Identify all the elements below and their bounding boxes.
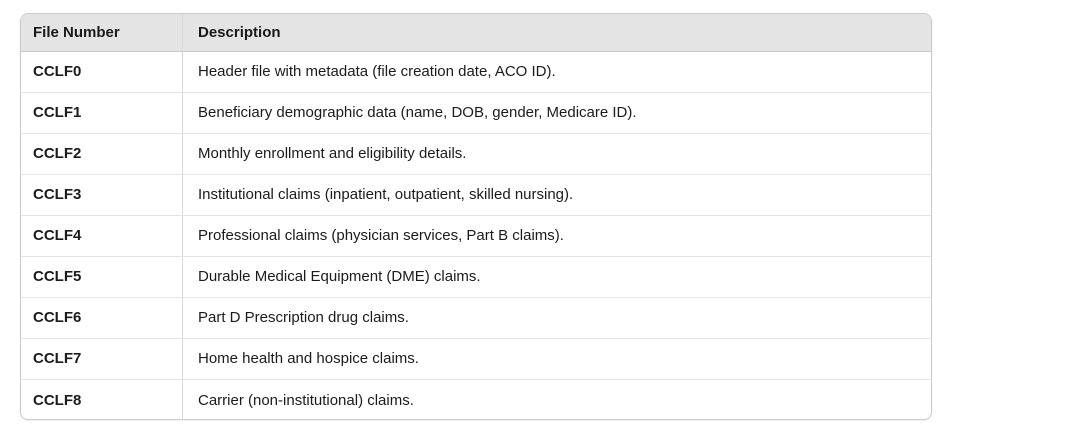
file-number-cell: CCLF8 [21,380,183,419]
table-row: CCLF1 Beneficiary demographic data (name… [21,93,931,134]
column-header-file-number: File Number [21,14,183,51]
description-cell: Carrier (non-institutional) claims. [198,391,414,409]
file-number-cell: CCLF0 [21,52,183,92]
table-row: CCLF3 Institutional claims (inpatient, o… [21,175,931,216]
file-number-cell: CCLF4 [21,216,183,256]
description-cell: Header file with metadata (file creation… [198,63,556,80]
description-cell: Monthly enrollment and eligibility detai… [198,145,467,162]
file-number-cell: CCLF2 [21,134,183,174]
table-row: CCLF8 Carrier (non-institutional) claims… [21,380,931,419]
file-number-cell: CCLF5 [21,257,183,297]
table-row: CCLF0 Header file with metadata (file cr… [21,52,931,93]
description-cell: Part D Prescription drug claims. [198,309,409,326]
description-cell: Professional claims (physician services,… [198,227,564,244]
description-cell: Durable Medical Equipment (DME) claims. [198,268,481,285]
column-header-description: Description [198,23,281,41]
table-row: CCLF2 Monthly enrollment and eligibility… [21,134,931,175]
table-row: CCLF5 Durable Medical Equipment (DME) cl… [21,257,931,298]
file-number-cell: CCLF7 [21,339,183,379]
description-cell: Beneficiary demographic data (name, DOB,… [198,104,637,121]
file-number-cell: CCLF3 [21,175,183,215]
description-cell: Home health and hospice claims. [198,350,419,367]
table-row: CCLF6 Part D Prescription drug claims. [21,298,931,339]
file-number-cell: CCLF1 [21,93,183,133]
description-cell: Institutional claims (inpatient, outpati… [198,186,574,203]
file-number-cell: CCLF6 [21,298,183,338]
table-row: CCLF4 Professional claims (physician ser… [21,216,931,257]
cclf-files-table: File Number Description CCLF0 Header fil… [20,13,932,420]
table-row: CCLF7 Home health and hospice claims. [21,339,931,380]
table-header-row: File Number Description [21,14,931,52]
